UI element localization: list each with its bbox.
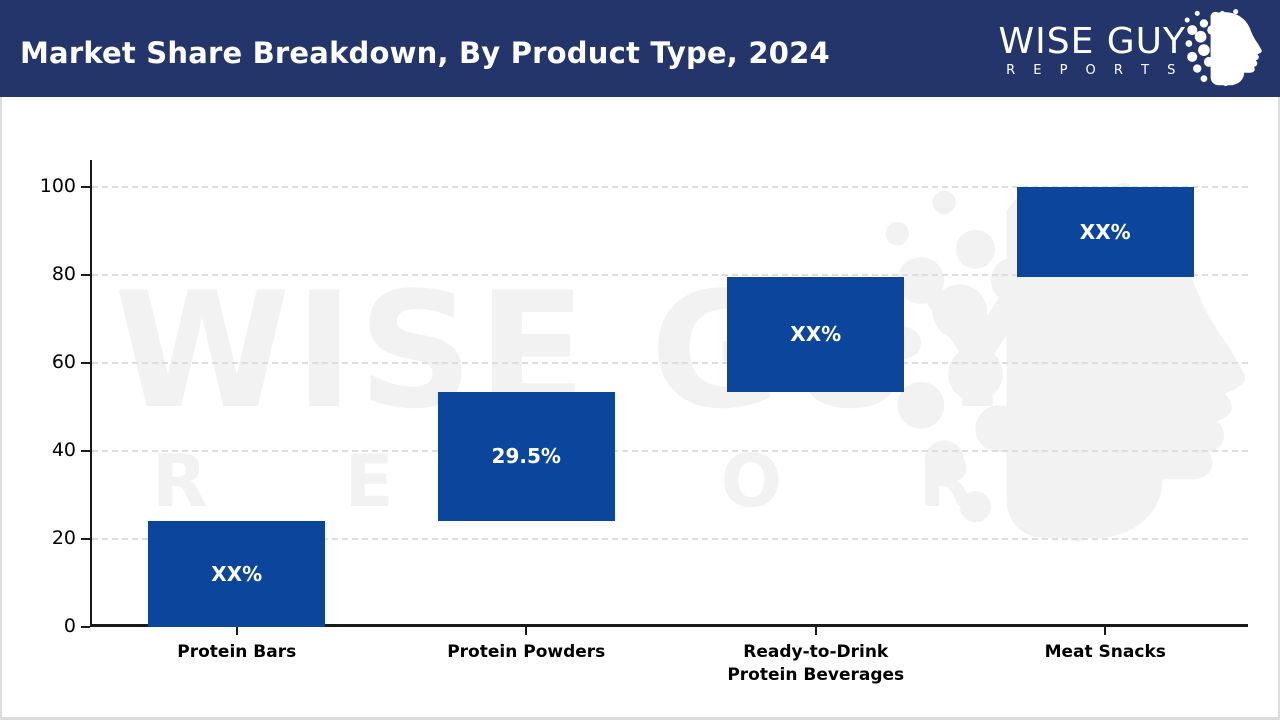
y-axis-tick-label: 60	[51, 351, 76, 373]
x-axis-tick-mark	[814, 627, 817, 635]
category-label-line: Meat Snacks	[1044, 642, 1166, 662]
logo-text: WISE GUY R E P O R T S	[998, 20, 1187, 78]
category-label-line: Ready-to-Drink	[743, 642, 889, 662]
bar-segment[interactable]: XX%	[1016, 187, 1194, 278]
x-axis-category-label: Ready-to-Drink Protein Beverages	[671, 641, 961, 687]
y-axis-tick-mark	[81, 362, 90, 364]
y-axis-tick-label: 80	[51, 263, 76, 285]
y-gridline	[92, 450, 1248, 452]
x-axis-category-label: Protein Bars	[92, 641, 382, 664]
y-axis-tick-mark	[81, 274, 90, 276]
wiseguy-logo: WISE GUY R E P O R T S	[999, 1, 1267, 97]
y-axis-tick-label: 100	[39, 175, 76, 197]
chart-title: Market Share Breakdown, By Product Type,…	[20, 35, 830, 70]
wiseguy-head-icon	[1184, 8, 1262, 86]
logo-subtitle: R E P O R T S	[1006, 62, 1183, 78]
y-gridline	[92, 186, 1248, 188]
bar-segment[interactable]: XX%	[727, 277, 905, 392]
bar-value-label: 29.5%	[491, 444, 561, 469]
bar-value-label: XX%	[211, 562, 263, 587]
bar-segment[interactable]: 29.5%	[437, 391, 615, 522]
category-label-line: Protein Beverages	[727, 664, 905, 685]
header-banner: Market Share Breakdown, By Product Type,…	[0, 0, 1280, 97]
bar-segment[interactable]: XX%	[148, 521, 326, 627]
y-axis-tick-mark	[81, 186, 90, 188]
y-gridline	[92, 538, 1248, 540]
y-axis-tick-label: 20	[51, 527, 76, 549]
y-axis-tick-mark	[81, 626, 90, 628]
x-axis-tick-mark	[525, 627, 528, 635]
y-gridline	[92, 274, 1248, 276]
bar-value-label: XX%	[1079, 220, 1131, 245]
category-label-line: Protein Bars	[177, 642, 297, 662]
y-axis-tick-label: 0	[63, 615, 76, 637]
y-axis-tick-label: 40	[51, 439, 76, 461]
plot-area: 0 20 40 60 80 100 XX% Protein Bars 29.5% Protein …	[40, 160, 1248, 685]
x-axis-category-label: Meat Snacks	[961, 641, 1251, 664]
x-axis-tick-mark	[235, 627, 238, 635]
logo-wordmark: WISE GUY	[998, 20, 1186, 62]
category-label-line: Protein Powders	[447, 642, 606, 662]
y-axis-tick-mark	[81, 450, 90, 452]
chart-canvas: WISE GUY R E P O R T S 020406080100XX%Pr…	[0, 97, 1280, 720]
y-gridline	[92, 362, 1248, 364]
y-axis-tick-mark	[81, 538, 90, 540]
x-axis-tick-mark	[1104, 627, 1107, 635]
bar-value-label: XX%	[790, 322, 842, 347]
x-axis-category-label: Protein Powders	[382, 641, 672, 664]
